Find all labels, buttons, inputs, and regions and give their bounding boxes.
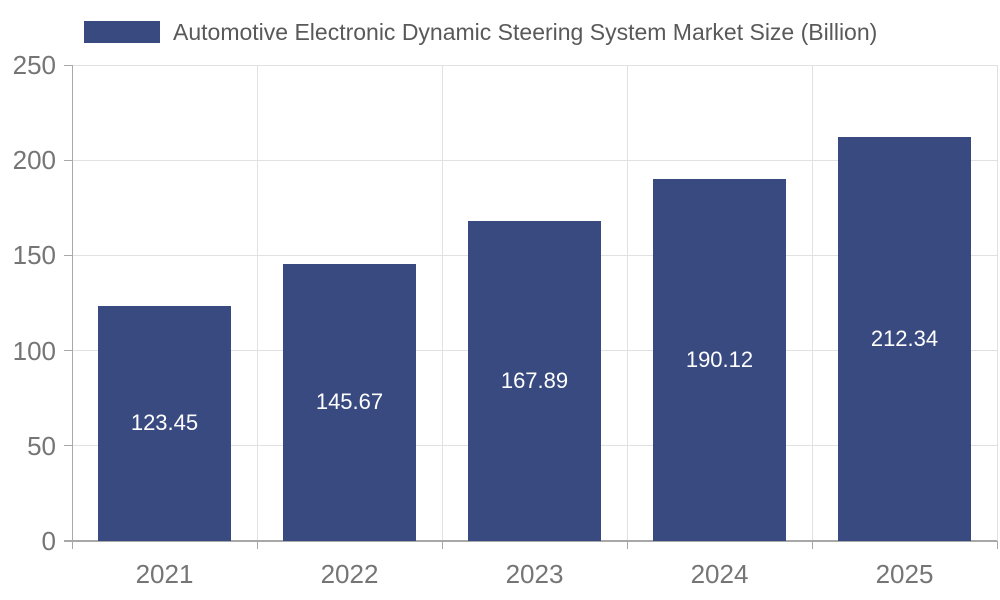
y-gridline [72, 64, 997, 66]
y-tick-mark [64, 159, 72, 161]
bar [467, 221, 602, 541]
x-tick-mark [626, 541, 628, 549]
x-tick-label: 2021 [135, 559, 194, 589]
y-axis-line [72, 65, 73, 549]
x-tick-label: 2022 [320, 559, 379, 589]
x-gridline [256, 65, 258, 541]
y-tick-label: 200 [12, 145, 56, 176]
x-axis-line [64, 540, 997, 542]
y-tick-mark [64, 445, 72, 447]
x-tick-mark [811, 541, 813, 549]
x-gridline [626, 65, 628, 541]
bar [652, 179, 787, 541]
x-tick-label: 2024 [690, 559, 749, 589]
y-tick-label: 0 [41, 526, 56, 556]
y-tick-label: 250 [12, 50, 56, 80]
bar-value-label: 190.12 [685, 347, 754, 372]
bar-value-label: 212.34 [870, 325, 939, 351]
x-tick-mark [441, 541, 443, 549]
y-tick-mark [64, 350, 72, 352]
x-gridline [811, 65, 813, 541]
y-tick-label: 100 [12, 335, 56, 366]
x-tick-mark [256, 541, 258, 549]
bar-value-label: 123.45 [130, 410, 199, 436]
y-tick-label: 50 [27, 430, 56, 461]
legend-swatch [84, 21, 160, 43]
x-gridline [441, 65, 443, 541]
bar-value-label: 145.67 [315, 389, 384, 415]
x-gridline [996, 65, 998, 541]
bar-value-label: 167.89 [500, 368, 569, 394]
bar [837, 136, 972, 541]
y-tick-mark [64, 64, 72, 66]
bar [97, 305, 232, 541]
y-tick-label: 150 [12, 240, 56, 271]
y-tick-mark [64, 254, 72, 256]
chart-legend: Automotive Electronic Dynamic Steering S… [84, 17, 877, 47]
x-tick-label: 2023 [505, 559, 564, 589]
bar [282, 263, 417, 541]
x-tick-label: 2025 [875, 559, 934, 589]
x-tick-mark [996, 541, 998, 549]
legend-label: Automotive Electronic Dynamic Steering S… [173, 19, 878, 45]
